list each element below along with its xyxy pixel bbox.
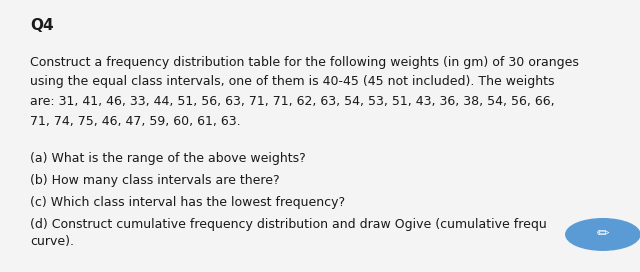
Text: ✏: ✏ [596, 226, 609, 241]
Text: (c) Which class interval has the lowest frequency?: (c) Which class interval has the lowest … [30, 196, 345, 209]
Text: curve).: curve). [30, 235, 74, 248]
Text: are: 31, 41, 46, 33, 44, 51, 56, 63, 71, 71, 62, 63, 54, 53, 51, 43, 36, 38, 54,: are: 31, 41, 46, 33, 44, 51, 56, 63, 71,… [30, 95, 555, 108]
Text: (b) How many class intervals are there?: (b) How many class intervals are there? [30, 174, 280, 187]
Text: Construct a frequency distribution table for the following weights (in gm) of 30: Construct a frequency distribution table… [30, 56, 579, 69]
Text: 71, 74, 75, 46, 47, 59, 60, 61, 63.: 71, 74, 75, 46, 47, 59, 60, 61, 63. [30, 115, 241, 128]
Text: using the equal class intervals, one of them is 40-45 (45 not included). The wei: using the equal class intervals, one of … [30, 76, 554, 88]
Text: (a) What is the range of the above weights?: (a) What is the range of the above weigh… [30, 152, 306, 165]
Circle shape [566, 219, 640, 250]
Text: (d) Construct cumulative frequency distribution and draw Ogive (cumulative frequ: (d) Construct cumulative frequency distr… [30, 218, 547, 231]
Text: Q4: Q4 [30, 18, 54, 33]
